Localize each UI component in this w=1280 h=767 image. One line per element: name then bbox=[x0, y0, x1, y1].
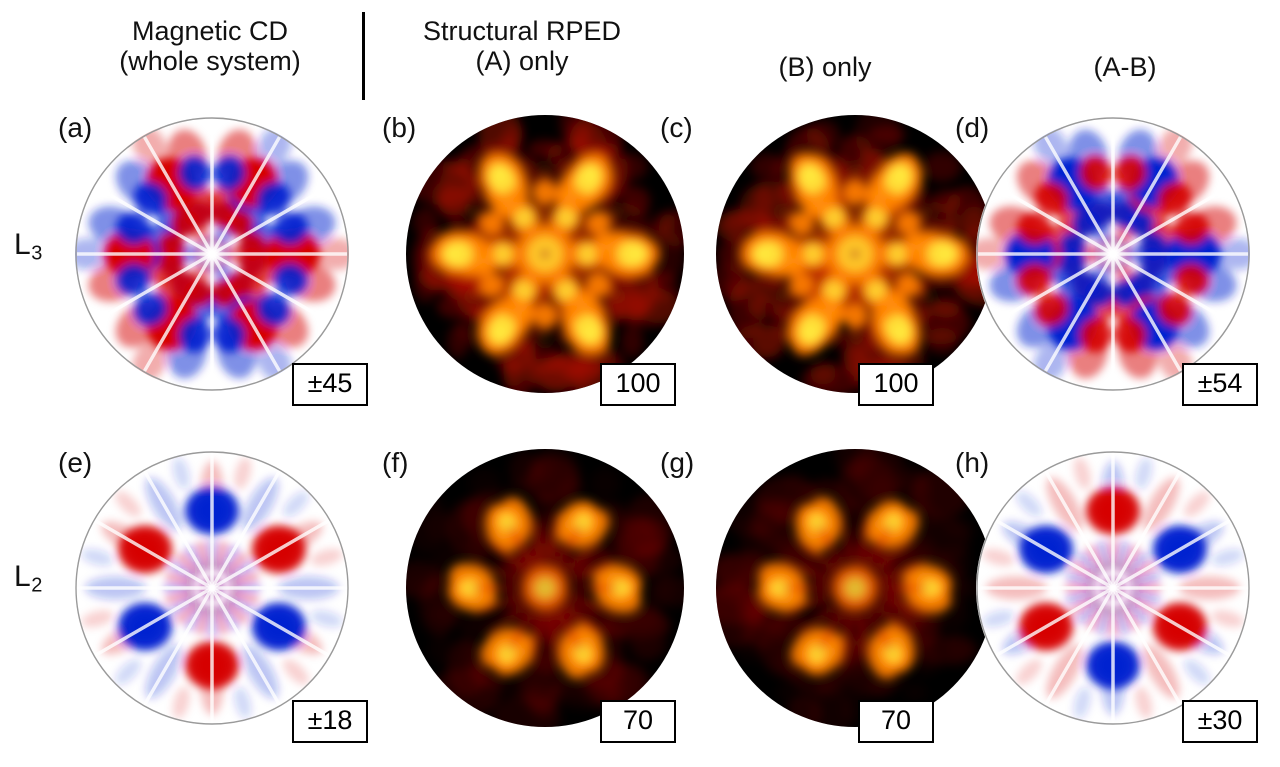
row-label-l3-base: L bbox=[14, 228, 32, 261]
row-label-l2-base: L bbox=[14, 560, 32, 593]
scale-value-box-d: ±54 bbox=[1182, 363, 1258, 406]
diffraction-disk-e bbox=[74, 450, 350, 726]
row-label-l3: L3 bbox=[14, 228, 43, 266]
scale-value-box-g: 70 bbox=[858, 700, 934, 743]
diffraction-disk-a bbox=[74, 116, 350, 392]
scale-value-box-e: ±18 bbox=[292, 700, 368, 743]
column-header-a-minus-b: (A-B) bbox=[1093, 52, 1157, 82]
column-header-b-only: (B) only bbox=[778, 52, 872, 82]
header-divider bbox=[362, 12, 365, 100]
diffraction-disk-g bbox=[715, 448, 995, 728]
scale-value-box-c: 100 bbox=[858, 363, 934, 406]
column-header-structural-rped: Structural RPED (A) only bbox=[422, 16, 622, 77]
scale-value-box-b: 100 bbox=[600, 363, 676, 406]
scale-value-box-h: ±30 bbox=[1182, 700, 1258, 743]
row-label-l2-sub: 2 bbox=[31, 574, 43, 597]
diffraction-disk-h bbox=[975, 450, 1251, 726]
row-label-l2: L2 bbox=[14, 560, 43, 598]
column-header-magnetic-cd: Magnetic CD (whole system) bbox=[119, 16, 301, 77]
scale-value-box-a: ±45 bbox=[292, 363, 368, 406]
scale-value-box-f: 70 bbox=[600, 700, 676, 743]
diffraction-disk-c bbox=[715, 114, 995, 394]
diffraction-disk-f bbox=[405, 448, 685, 728]
row-label-l3-sub: 3 bbox=[31, 242, 43, 265]
diffraction-disk-b bbox=[405, 114, 685, 394]
diffraction-disk-d bbox=[975, 116, 1251, 392]
